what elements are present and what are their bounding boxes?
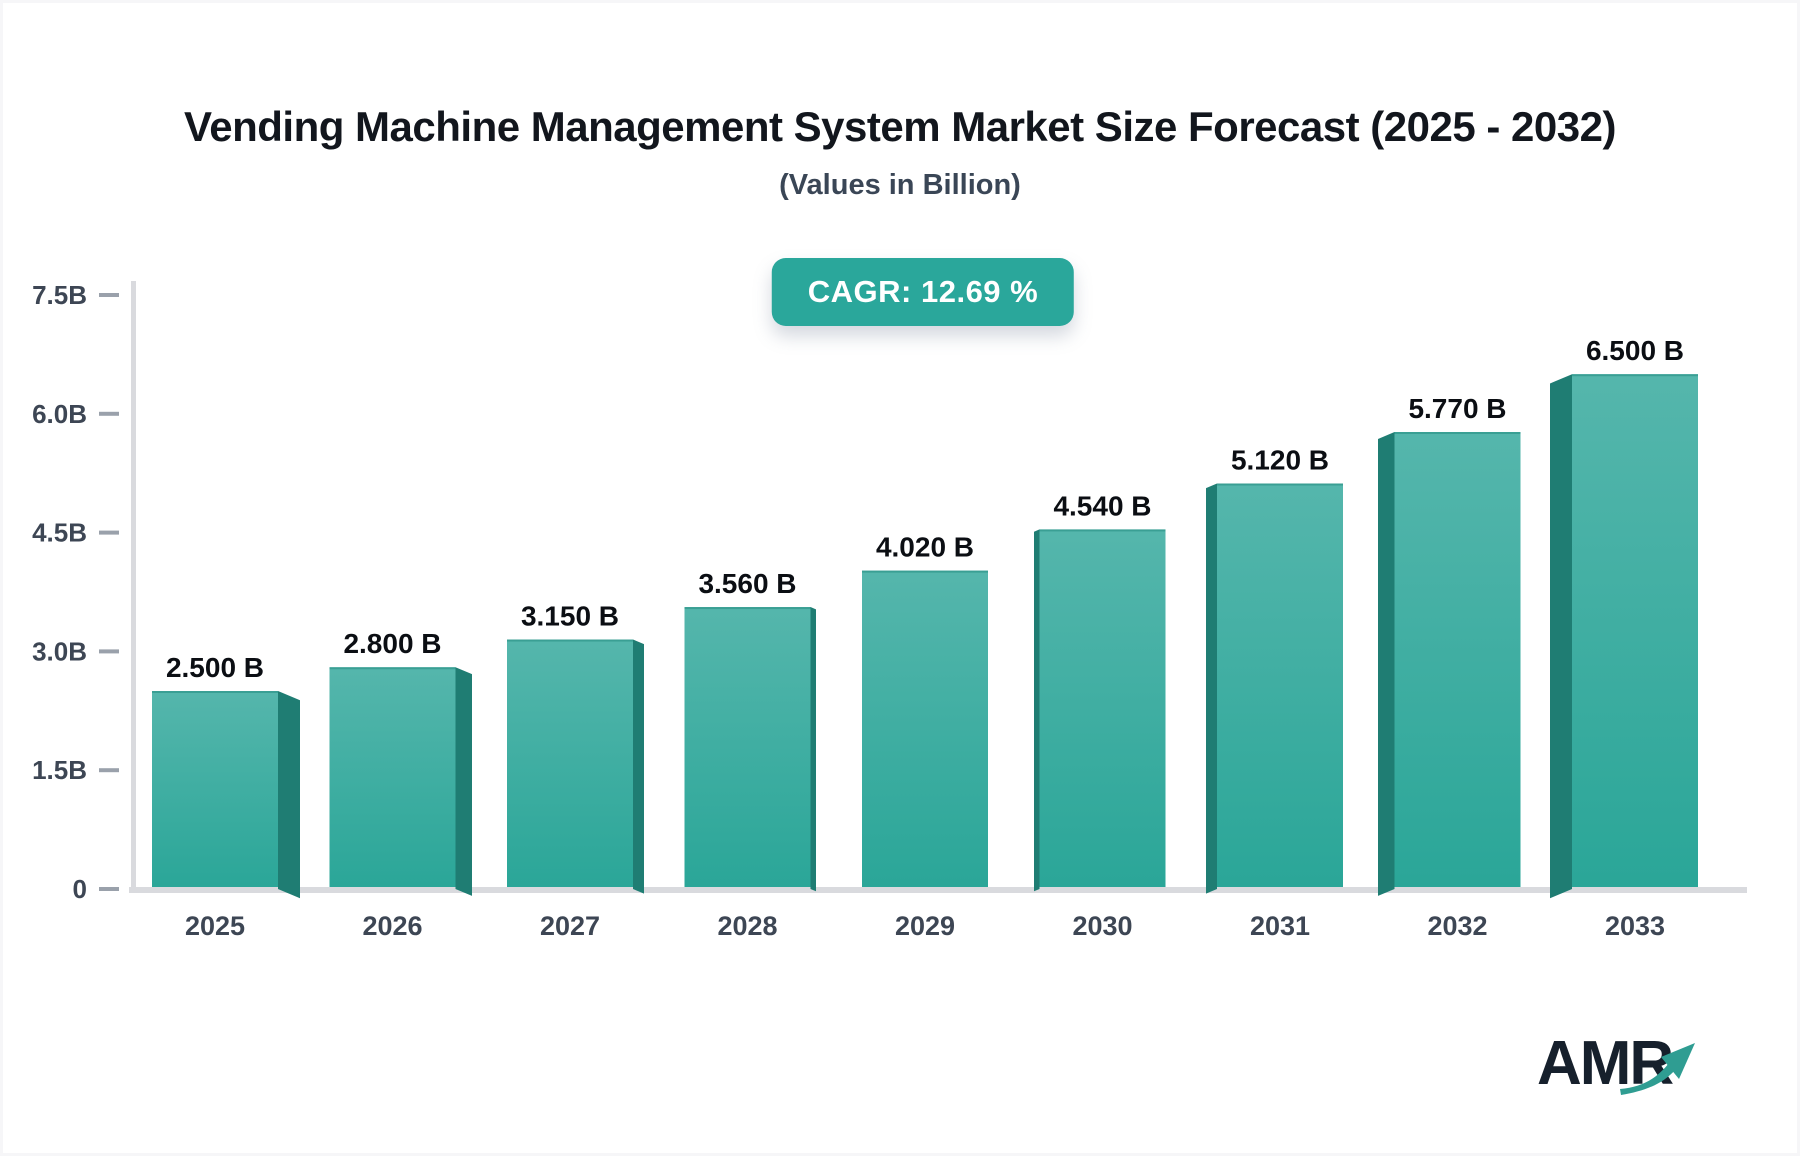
- growth-arrow-icon: [1620, 1043, 1695, 1095]
- chart-canvas: 0 1.5B 3.0B 4.5B 6.0B 7.5B 2.500 B 2025 2.800 B 2…: [3, 3, 1797, 1153]
- bar-front: [684, 607, 811, 889]
- y-axis-tick: [99, 411, 119, 416]
- bar-value-label: 2.800 B: [343, 628, 441, 659]
- bar-value-label: 6.500 B: [1586, 335, 1684, 366]
- bar-front: [329, 667, 456, 889]
- bar-value-label: 4.540 B: [1053, 490, 1151, 521]
- bar-front: [1394, 432, 1521, 889]
- bar-side: [1034, 529, 1040, 892]
- x-axis-label: 2027: [540, 911, 600, 941]
- bar-side: [1206, 483, 1217, 894]
- y-axis-tick: [99, 768, 119, 773]
- bar-side: [810, 607, 816, 892]
- x-axis-label: 2028: [717, 911, 777, 941]
- bar-value-label: 5.120 B: [1231, 444, 1329, 475]
- bar-top-edge: [1217, 483, 1343, 486]
- y-axis-label: 1.5B: [32, 755, 87, 785]
- y-axis-label: 7.5B: [32, 280, 87, 310]
- bar-front: [152, 691, 278, 889]
- x-axis-label: 2029: [895, 911, 955, 941]
- x-axis-label: 2025: [185, 911, 245, 941]
- y-axis-tick: [99, 649, 119, 654]
- bar-chart: 0 1.5B 3.0B 4.5B 6.0B 7.5B 2.500 B 2025 2.800 B 2…: [32, 280, 1747, 941]
- bar-top-edge: [507, 639, 633, 642]
- bar-value-label: 3.560 B: [698, 568, 796, 599]
- bar-top-edge: [1039, 529, 1166, 532]
- bar-top-edge: [1394, 432, 1521, 435]
- bar-front: [1039, 529, 1166, 889]
- bar-side: [455, 667, 472, 896]
- amr-logo: AMR: [1537, 1031, 1787, 1123]
- bar-value-label: 4.020 B: [876, 532, 974, 563]
- bar-side: [633, 639, 644, 894]
- x-axis-label: 2026: [362, 911, 422, 941]
- x-axis-line: [129, 887, 1747, 893]
- x-axis-label: 2033: [1605, 911, 1665, 941]
- bar-side: [1550, 374, 1572, 899]
- y-axis-label: 4.5B: [32, 518, 87, 548]
- bar-side: [1378, 432, 1395, 896]
- bar-value-label: 5.770 B: [1408, 393, 1506, 424]
- y-axis-tick: [99, 887, 119, 891]
- y-axis-tick: [99, 293, 119, 297]
- bar-front: [1572, 374, 1698, 889]
- y-axis-label: 6.0B: [32, 399, 87, 429]
- bar-side: [278, 691, 300, 899]
- bar-front: [862, 570, 988, 889]
- bar-front: [1217, 483, 1343, 889]
- bar-top-edge: [329, 667, 456, 670]
- bar-top-edge: [862, 570, 988, 573]
- x-axis-label: 2031: [1250, 911, 1310, 941]
- bar-top-edge: [684, 607, 811, 610]
- bar-front: [507, 639, 633, 889]
- y-axis-label: 3.0B: [32, 636, 87, 666]
- y-axis-tick: [99, 530, 119, 535]
- cagr-badge: CAGR: 12.69 %: [771, 258, 1075, 326]
- bar-top-edge: [152, 691, 278, 693]
- x-axis-label: 2030: [1072, 911, 1132, 941]
- y-axis-line: [131, 281, 136, 893]
- chart-title: Vending Machine Management System Market…: [184, 103, 1616, 150]
- bar-top-edge: [1572, 374, 1698, 377]
- bar-value-label: 2.500 B: [166, 652, 264, 683]
- y-axis-label: 0: [73, 874, 87, 904]
- bar-value-label: 3.150 B: [521, 601, 619, 632]
- x-axis-label: 2032: [1427, 911, 1487, 941]
- chart-subtitle: (Values in Billion): [779, 169, 1021, 201]
